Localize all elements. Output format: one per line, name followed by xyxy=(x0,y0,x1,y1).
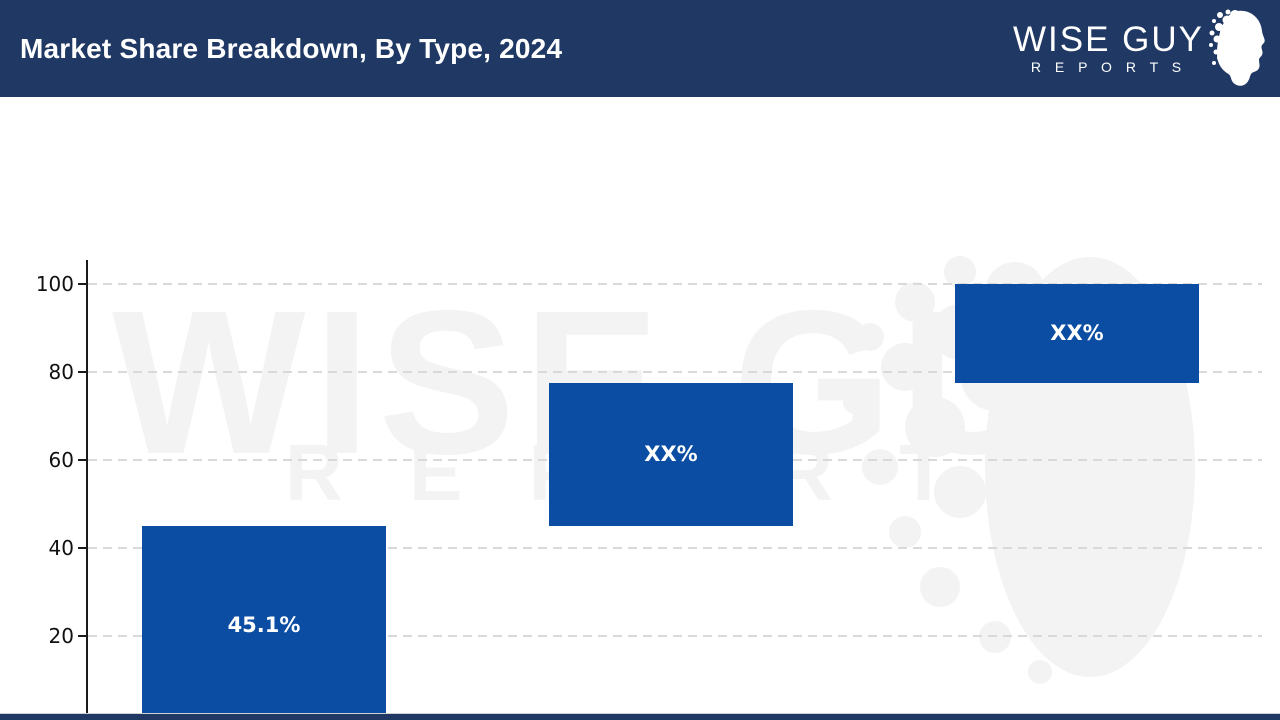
bar-value-label: 45.1% xyxy=(227,612,301,637)
y-tick-label-100: 100 xyxy=(35,272,74,296)
chart-canvas: WISE GUY R E P O R T S 02040608010045.1%… xyxy=(0,97,1280,713)
y-tick-mark-100 xyxy=(78,283,86,285)
y-axis-line xyxy=(86,260,88,713)
bar-value-label: XX% xyxy=(644,442,698,467)
y-tick-label-0: 0 xyxy=(0,711,74,713)
y-tick-label-40: 40 xyxy=(48,536,74,560)
logo-subtitle: R E P O R T S xyxy=(1030,59,1187,75)
bar-segment xyxy=(142,525,386,713)
chart-title: Market Share Breakdown, By Type, 2024 xyxy=(20,32,563,64)
y-tick-mark-80 xyxy=(78,371,86,373)
y-tick-label-20: 20 xyxy=(48,624,74,648)
wiseguy-face-icon xyxy=(1209,9,1265,86)
logo-text: WISE GUY R E P O R T S xyxy=(1012,20,1204,76)
y-tick-mark-40 xyxy=(78,547,86,549)
logo-wordmark: WISE GUY xyxy=(1012,20,1204,59)
y-tick-label-60: 60 xyxy=(48,448,74,472)
gridline-80 xyxy=(88,371,1262,373)
wiseguy-logo: WISE GUY R E P O R T S xyxy=(1013,8,1266,90)
y-tick-mark-60 xyxy=(78,459,86,461)
y-tick-mark-20 xyxy=(78,635,86,637)
footer-bar xyxy=(0,713,1280,720)
bar-value-label: XX% xyxy=(1050,321,1104,346)
bar-segment xyxy=(549,382,793,526)
y-tick-label-80: 80 xyxy=(48,360,74,384)
gridline-100 xyxy=(88,283,1262,285)
header-bar: Market Share Breakdown, By Type, 2024 WI… xyxy=(0,0,1280,97)
bar-chart-plot: 02040608010045.1%Automatic Transformer R… xyxy=(0,97,1280,713)
gridline-40 xyxy=(88,547,1262,549)
gridline-20 xyxy=(88,635,1262,637)
